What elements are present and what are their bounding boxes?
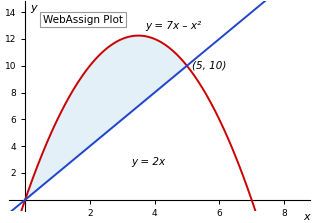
Text: y = 7x – x²: y = 7x – x² xyxy=(145,21,201,31)
Text: WebAssign Plot: WebAssign Plot xyxy=(43,15,123,25)
Text: (5, 10): (5, 10) xyxy=(192,61,226,71)
Text: y = 2x: y = 2x xyxy=(131,157,165,167)
Text: y: y xyxy=(30,3,37,13)
Text: x: x xyxy=(303,212,310,222)
